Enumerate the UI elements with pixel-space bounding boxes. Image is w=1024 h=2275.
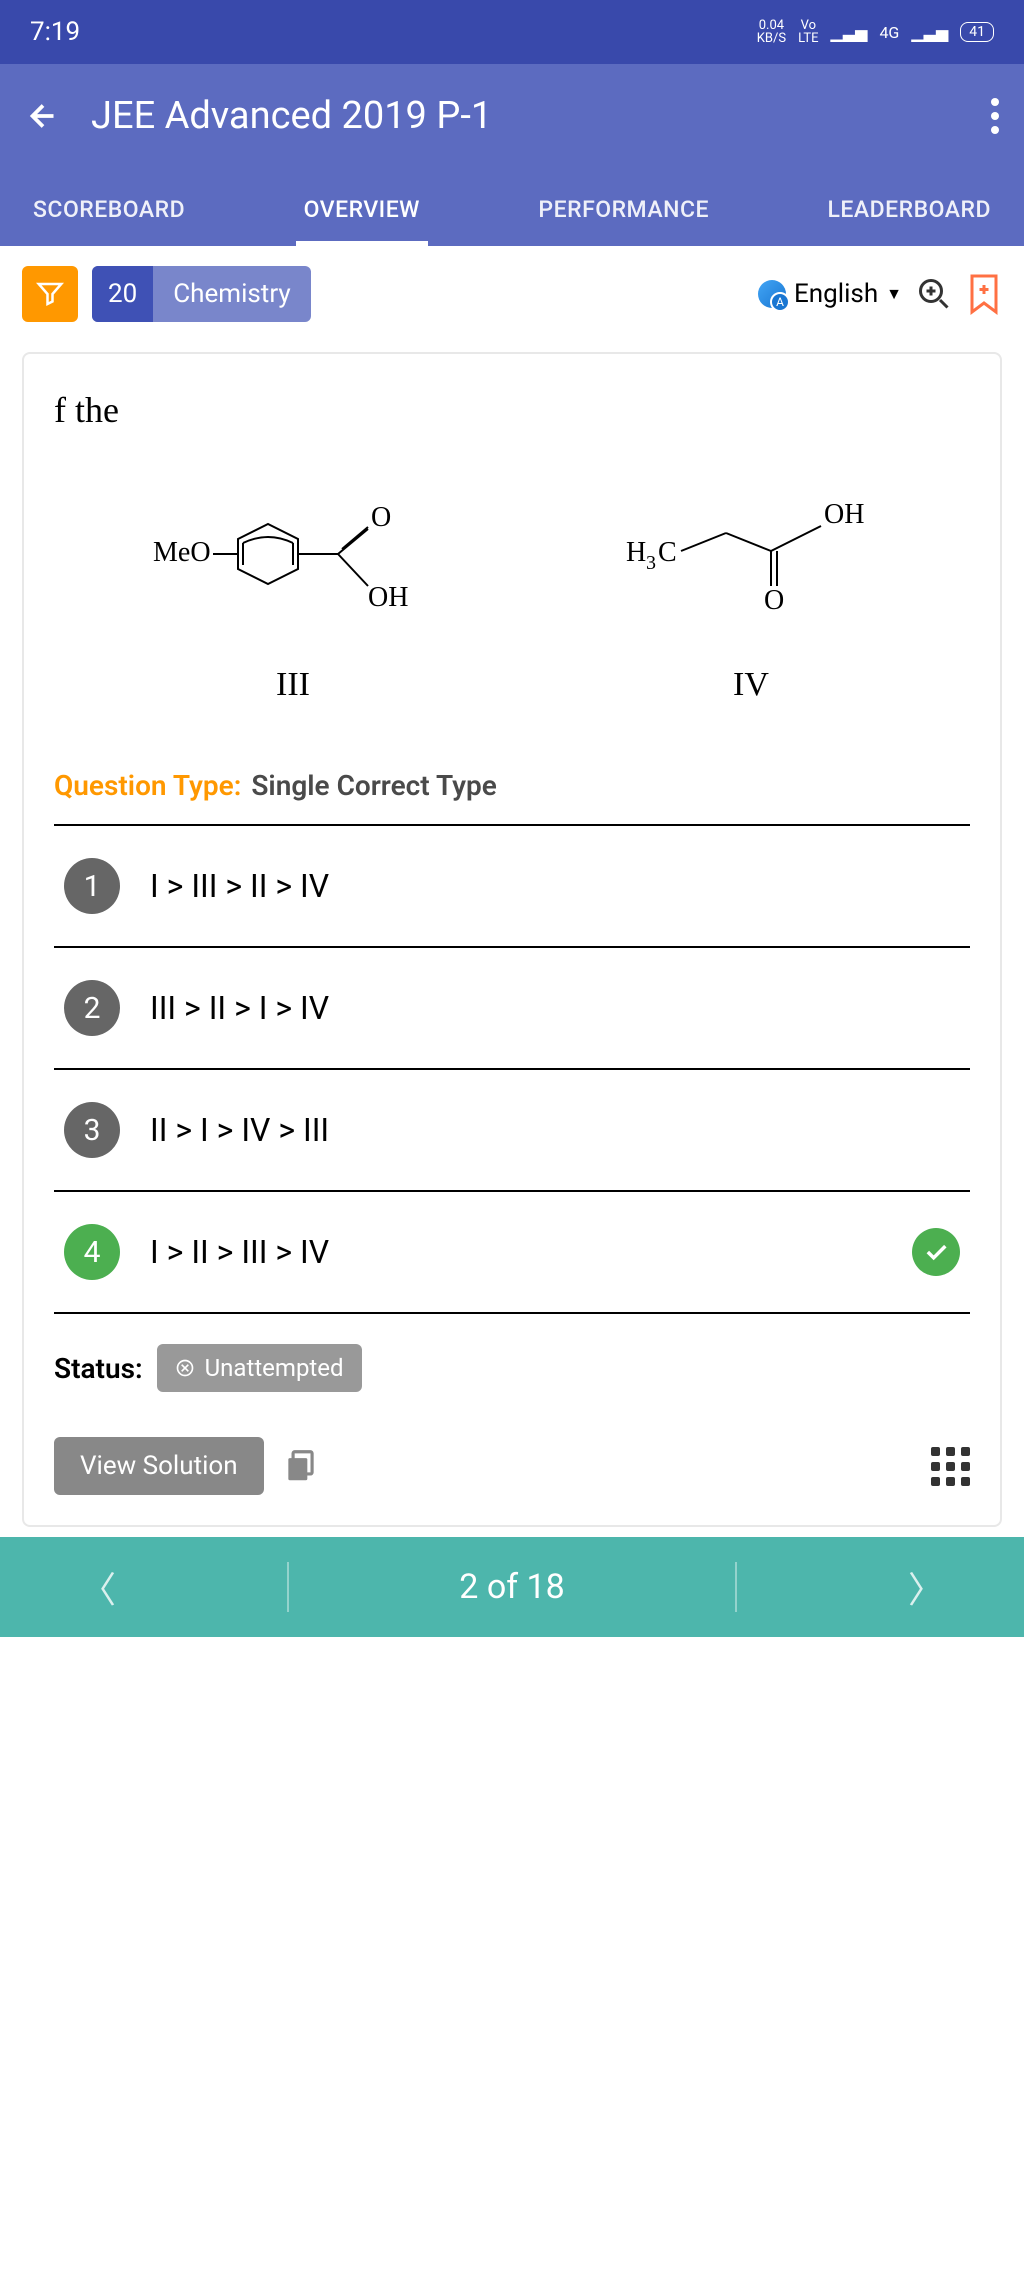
bottom-actions: View Solution — [54, 1402, 970, 1500]
structure-iv: H 3 C O OH IV — [621, 491, 881, 704]
svg-text:C: C — [658, 537, 677, 568]
question-type-value: Single Correct Type — [251, 769, 497, 802]
footer-nav: 〈 2 of 18 〉 — [0, 1537, 1024, 1637]
back-icon[interactable] — [25, 98, 61, 134]
question-type-label: Question Type: — [54, 769, 241, 802]
language-selector[interactable]: English ▼ — [758, 279, 902, 309]
option-number[interactable]: 1 — [64, 858, 120, 914]
page-position: 2 of 18 — [459, 1567, 564, 1607]
zoom-in-icon[interactable] — [916, 276, 952, 312]
question-stem: f the — [54, 389, 970, 431]
option-3[interactable]: 3 II > I > IV > III — [54, 1070, 970, 1192]
tab-overview[interactable]: OVERVIEW — [296, 178, 428, 246]
translate-icon — [758, 280, 786, 308]
bookmark-icon[interactable] — [966, 272, 1002, 316]
status-label: Status: — [54, 1352, 143, 1385]
option-number[interactable]: 3 — [64, 1102, 120, 1158]
svg-text:OH: OH — [368, 582, 408, 613]
subject-label: Chemistry — [153, 279, 310, 309]
question-number: 20 — [92, 266, 153, 322]
copy-icon[interactable] — [282, 1447, 320, 1485]
app-header: JEE Advanced 2019 P-1 SCOREBOARD OVERVIE… — [0, 64, 1024, 246]
structure-label-iv: IV — [733, 666, 769, 704]
signal-icon: ▁▃▅ — [831, 23, 868, 42]
page-title: JEE Advanced 2019 P-1 — [91, 94, 961, 138]
option-1[interactable]: 1 I > III > II > IV — [54, 826, 970, 948]
svg-text:O: O — [371, 502, 391, 533]
svg-text:MeO: MeO — [153, 537, 211, 568]
option-number[interactable]: 2 — [64, 980, 120, 1036]
check-icon — [912, 1228, 960, 1276]
chemical-structures: MeO O OH III H — [54, 491, 970, 704]
structure-iii: MeO O OH III — [143, 491, 443, 704]
structure-label-iii: III — [276, 666, 310, 704]
tab-leaderboard[interactable]: LEADERBOARD — [819, 178, 999, 246]
question-type-row: Question Type: Single Correct Type — [54, 734, 970, 826]
tab-performance[interactable]: PERFORMANCE — [530, 178, 717, 246]
signal-icon: ▁▃▅ — [911, 23, 948, 42]
chevron-down-icon: ▼ — [886, 284, 902, 304]
option-text: III > II > I > IV — [150, 989, 960, 1027]
tab-bar: SCOREBOARD OVERVIEW PERFORMANCE LEADERBO… — [25, 178, 999, 246]
option-text: II > I > IV > III — [150, 1111, 960, 1149]
status-bar: 7:19 0.04KB/S VoLTE ▁▃▅ 4G ▁▃▅ 41 — [0, 0, 1024, 64]
svg-text:H: H — [626, 537, 646, 568]
option-4[interactable]: 4 I > II > III > IV — [54, 1192, 970, 1314]
more-icon[interactable] — [991, 98, 999, 134]
battery-icon: 41 — [960, 22, 994, 42]
tab-scoreboard[interactable]: SCOREBOARD — [25, 178, 193, 246]
status-indicators: 0.04KB/S VoLTE ▁▃▅ 4G ▁▃▅ 41 — [757, 19, 994, 45]
view-solution-button[interactable]: View Solution — [54, 1437, 264, 1495]
status-badge: Unattempted — [157, 1344, 362, 1392]
svg-text:OH: OH — [824, 499, 864, 530]
option-2[interactable]: 2 III > II > I > IV — [54, 948, 970, 1070]
option-text: I > III > II > IV — [150, 867, 960, 905]
option-number[interactable]: 4 — [64, 1224, 120, 1280]
svg-text:O: O — [764, 585, 784, 616]
svg-text:3: 3 — [646, 552, 656, 574]
status-row: Status: Unattempted — [54, 1314, 970, 1402]
subject-chip[interactable]: 20 Chemistry — [92, 266, 311, 322]
next-button[interactable]: 〉 — [908, 1561, 944, 1613]
question-card: f the MeO O OH III — [22, 352, 1002, 1527]
grid-icon[interactable] — [931, 1447, 970, 1486]
prev-button[interactable]: 〈 — [80, 1561, 116, 1613]
status-time: 7:19 — [30, 17, 80, 47]
filter-button[interactable] — [22, 266, 78, 322]
option-text: I > II > III > IV — [150, 1233, 882, 1271]
controls-bar: 20 Chemistry English ▼ — [0, 246, 1024, 342]
